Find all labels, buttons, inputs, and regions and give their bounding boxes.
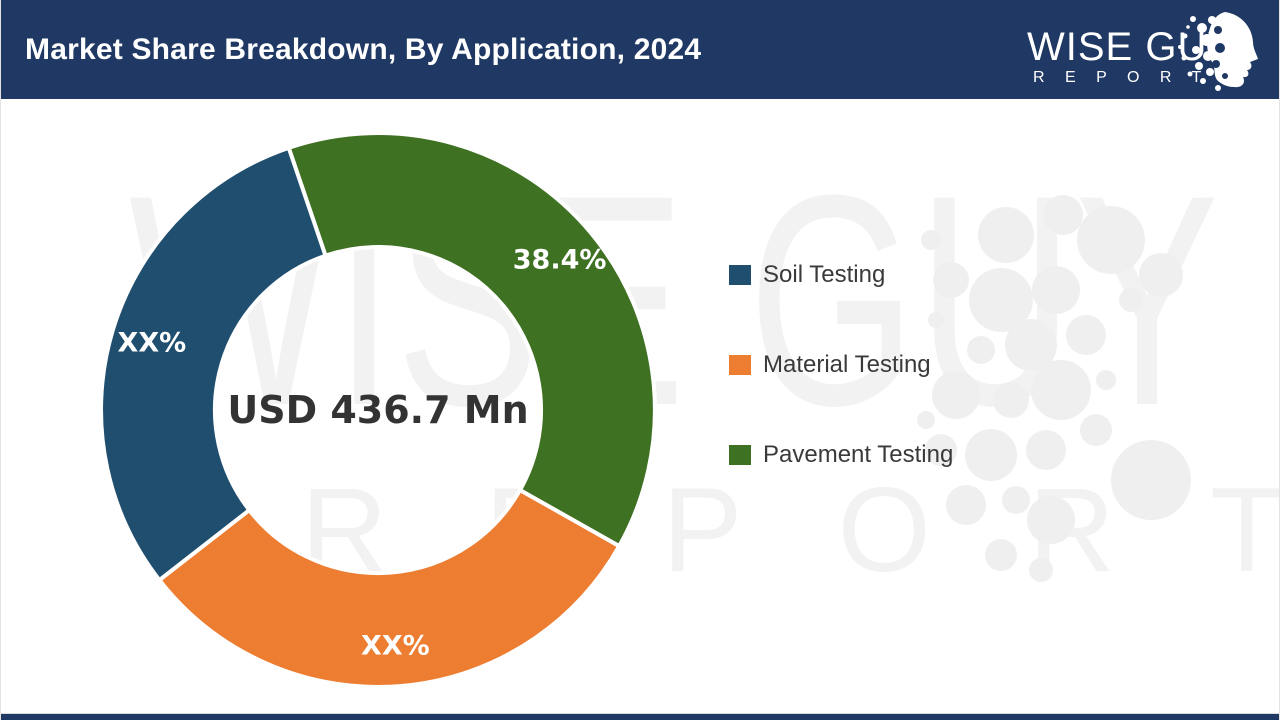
segment-label-pavement-testing: 38.4% — [513, 244, 607, 275]
footer-bar — [1, 713, 1279, 720]
legend: Soil Testing Material Testing Pavement Tes… — [729, 261, 954, 532]
legend-swatch-icon — [729, 445, 751, 465]
legend-label: Material Testing — [763, 351, 931, 378]
brand-logo: WISE GUY R E P O R T S — [1013, 6, 1263, 94]
legend-label: Pavement Testing — [763, 441, 954, 468]
header-bar: Market Share Breakdown, By Application, … — [1, 0, 1279, 99]
donut-center-value: USD 436.7 Mn — [227, 388, 528, 432]
logo-subtext: R E P O R T S — [1033, 69, 1240, 86]
legend-item-material-testing: Material Testing — [729, 351, 953, 378]
watermark-wordmark: WISE GUY — [129, 132, 1221, 468]
donut-segment-soil-testing — [99, 145, 328, 583]
segment-label-soil-testing: XX% — [118, 327, 187, 358]
page-title: Market Share Breakdown, By Application, … — [25, 32, 702, 66]
logo-face-icon — [1178, 11, 1258, 91]
donut-segment-material-testing — [157, 488, 622, 689]
donut-segment-pavement-testing — [286, 131, 657, 549]
legend-item-soil-testing: Soil Testing — [729, 261, 953, 288]
legend-label: Soil Testing — [763, 261, 886, 288]
legend-swatch-icon — [729, 355, 751, 375]
segment-label-material-testing: XX% — [361, 630, 430, 661]
legend-swatch-icon — [729, 265, 751, 285]
legend-item-pavement-testing: Pavement Testing — [729, 441, 954, 468]
